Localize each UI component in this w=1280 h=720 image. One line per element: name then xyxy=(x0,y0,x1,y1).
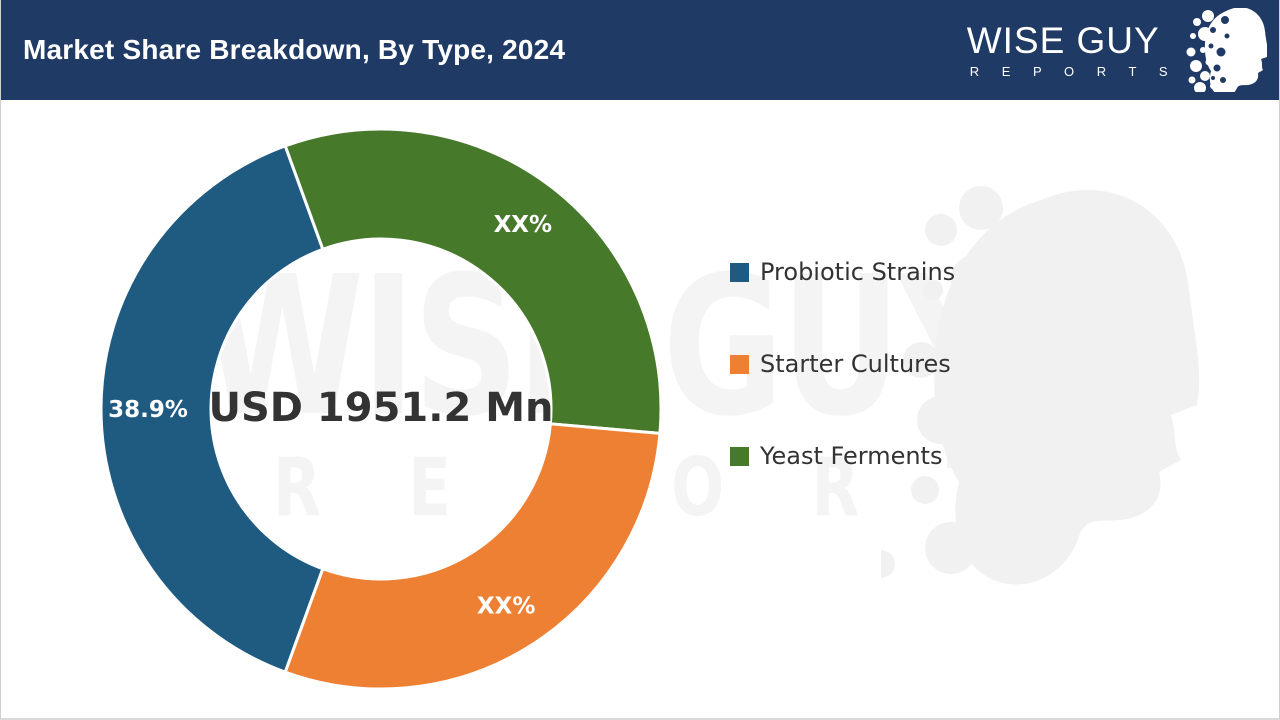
pie-slice-probiotic-strains xyxy=(99,144,325,674)
donut-center-value: USD 1951.2 Mn xyxy=(208,385,554,431)
slice-label-starter-cultures: XX% xyxy=(477,594,536,620)
wiseguy-face-icon xyxy=(1186,8,1267,92)
slice-label-probiotic-strains: 38.9% xyxy=(108,397,188,423)
wiseguy-logo-text: WISE GUY R E P O R T S xyxy=(967,22,1177,79)
legend-item-yeast-ferments: Yeast Ferments xyxy=(730,440,955,473)
legend-swatch-probiotic-strains xyxy=(730,263,749,282)
legend-swatch-yeast-ferments xyxy=(730,447,749,466)
chart-legend: Probiotic Strains Starter Cultures Yeast… xyxy=(730,256,955,473)
page-title: Market Share Breakdown, By Type, 2024 xyxy=(23,34,566,65)
legend-label: Starter Cultures xyxy=(760,350,951,378)
pie-slice-starter-cultures xyxy=(283,422,662,691)
logo-reports-text: R E P O R T S xyxy=(969,63,1177,79)
pie-slice-yeast-ferments xyxy=(283,127,663,435)
legend-swatch-starter-cultures xyxy=(730,355,749,374)
legend-label: Yeast Ferments xyxy=(760,442,943,470)
slice-label-yeast-ferments: XX% xyxy=(494,212,553,238)
legend-item-probiotic-strains: Probiotic Strains xyxy=(730,256,955,289)
watermark-head-dots xyxy=(881,186,1200,585)
legend-item-starter-cultures: Starter Cultures xyxy=(730,348,955,381)
legend-label: Probiotic Strains xyxy=(760,258,956,286)
wiseguy-logo: WISE GUY R E P O R T S xyxy=(967,8,1267,92)
header-bar: Market Share Breakdown, By Type, 2024 WI… xyxy=(1,0,1279,100)
logo-wordmark: WISE GUY xyxy=(966,19,1160,61)
